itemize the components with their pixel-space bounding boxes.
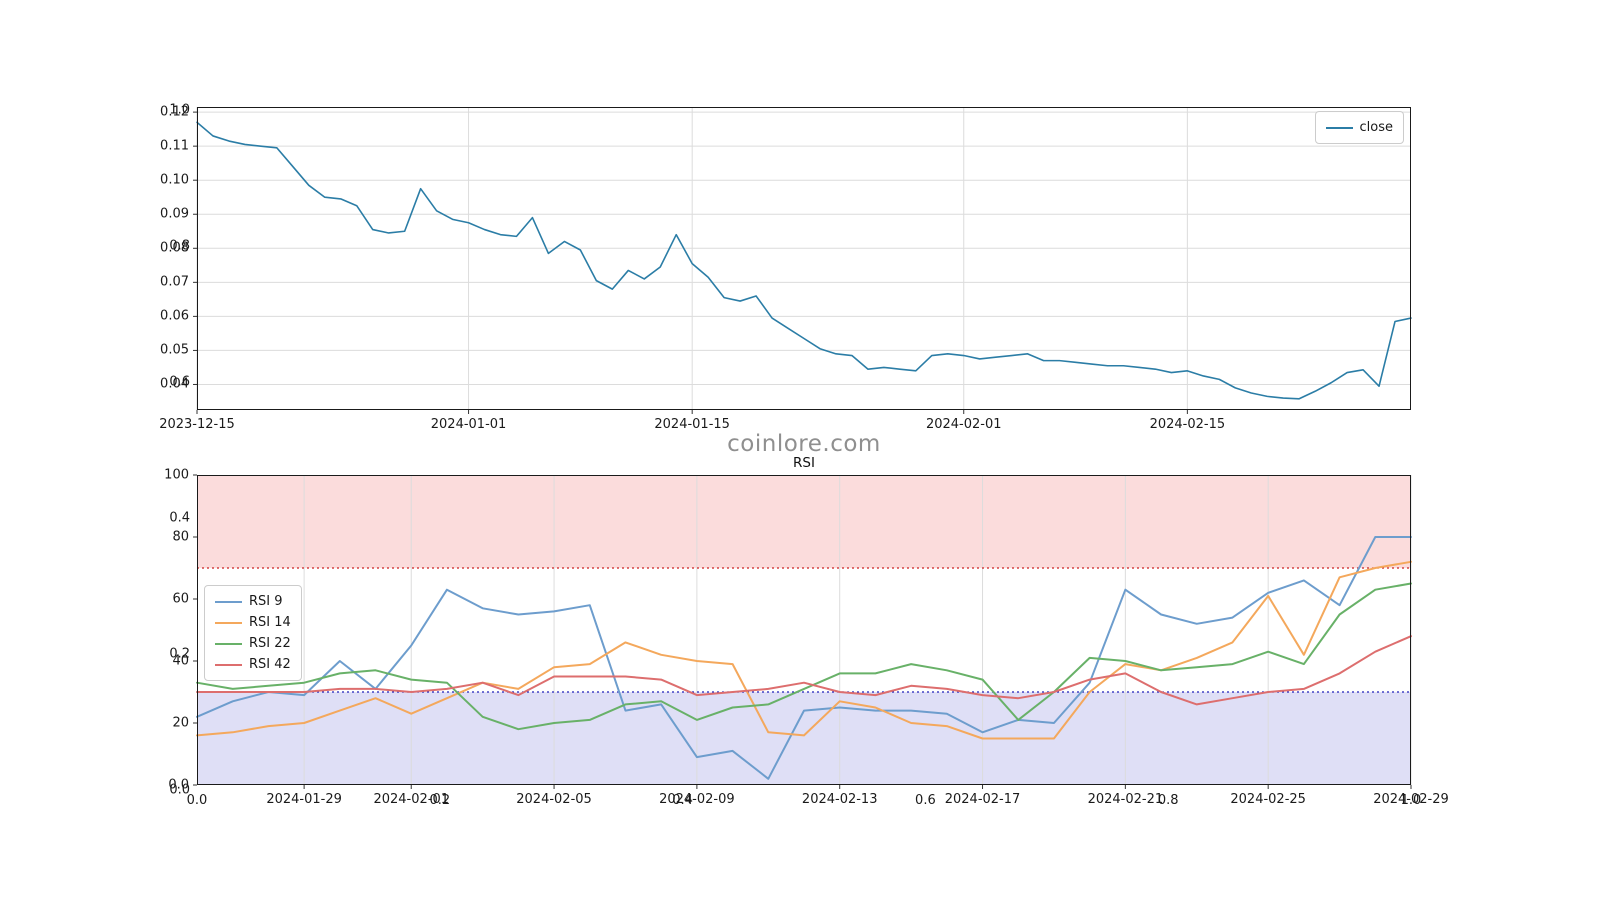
price-chart-plot — [193, 107, 1412, 414]
rsi-chart-plot — [193, 474, 1412, 789]
y-tick-label: 60 — [172, 591, 189, 607]
y-tick-label: 0.05 — [160, 342, 189, 358]
figure-fraction-y-label: 0.6 — [169, 374, 190, 390]
rsi-22-line-swatch — [215, 642, 242, 645]
rsi-22-line — [196, 582, 1412, 731]
x-tick-label: 2024-02-05 — [516, 792, 592, 807]
y-tick-label: 80 — [172, 529, 189, 545]
y-tick-label: 100 — [164, 467, 189, 483]
y-tick-label: 0.06 — [160, 308, 189, 324]
x-tick-label: 2024-02-01 — [925, 417, 1002, 432]
rsi-14-line — [196, 560, 1412, 740]
price-legend: close — [1314, 111, 1404, 144]
rsi-legend: RSI 9 RSI 14 RSI 22 RSI 42 — [204, 585, 302, 681]
figure-fraction-x-label: 0.2 — [429, 793, 451, 808]
rsi-9-line-swatch — [215, 600, 242, 603]
figure-fraction-y-label: 0.4 — [169, 510, 190, 526]
figure-fraction-x-label: 0.0 — [186, 793, 208, 808]
x-tick-label: 2024-02-01 — [373, 792, 450, 807]
y-tick-label: 0.07 — [160, 274, 189, 290]
y-tick-label: 20 — [172, 715, 189, 731]
rsi-42-legend-label: RSI 42 — [249, 657, 291, 672]
rsi-22-legend-label: RSI 22 — [249, 636, 291, 651]
y-tick-label: 0.04 — [160, 376, 189, 392]
x-tick-label: 2024-02-15 — [1149, 417, 1226, 432]
x-tick-label: 2023-12-15 — [159, 417, 235, 432]
y-tick-label: 0.10 — [160, 172, 189, 188]
figure-fraction-x-label: 1.0 — [1400, 793, 1422, 808]
x-tick-label: 2024-02-21 — [1087, 792, 1164, 807]
legend-entry-close: close — [1325, 117, 1393, 138]
x-tick-label: 2024-01-29 — [266, 792, 342, 807]
x-tick-label: 2024-02-13 — [801, 792, 878, 807]
close-line — [196, 121, 1412, 400]
figure-fraction-y-label: 1.0 — [169, 102, 190, 118]
watermark: coinlore.com — [727, 431, 881, 457]
close-legend-label: close — [1359, 120, 1393, 135]
x-tick-label: 2024-02-17 — [944, 792, 1021, 807]
figure-fraction-x-label: 0.4 — [672, 793, 693, 808]
legend-entry-rsi-22: RSI 22 — [215, 633, 291, 654]
y-tick-label: 0.11 — [160, 138, 189, 154]
x-tick-label: 2024-02-25 — [1230, 792, 1306, 807]
rsi-9-legend-label: RSI 9 — [249, 594, 283, 609]
rsi-42-line — [196, 635, 1412, 706]
figure-fraction-x-label: 0.8 — [1157, 793, 1179, 808]
y-tick-label: 0.08 — [160, 240, 189, 256]
figure-fraction-y-label: 0.0 — [169, 782, 190, 798]
x-tick-label: 2024-01-01 — [430, 417, 507, 432]
legend-entry-rsi-14: RSI 14 — [215, 612, 291, 633]
x-tick-label: 2024-01-15 — [654, 417, 730, 432]
close-line-swatch — [1325, 126, 1353, 129]
y-tick-label: 0.12 — [160, 104, 189, 120]
y-tick-label: 0.0 — [168, 777, 189, 793]
legend-entry-rsi-42: RSI 42 — [215, 654, 291, 675]
rsi-14-legend-label: RSI 14 — [249, 615, 291, 630]
rsi-chart-title: RSI — [793, 455, 815, 471]
x-tick-label: 2024-02-09 — [659, 792, 735, 807]
figure-fraction-y-label: 0.2 — [169, 646, 190, 662]
figure-fraction-x-label: 0.6 — [915, 793, 936, 808]
y-tick-label: 40 — [172, 653, 189, 669]
legend-entry-rsi-9: RSI 9 — [215, 591, 291, 612]
rsi-42-line-swatch — [215, 663, 242, 666]
x-tick-label: 2024-02-29 — [1373, 792, 1449, 807]
rsi-9-line — [196, 536, 1412, 780]
figure-fraction-y-label: 0.8 — [169, 238, 190, 254]
y-tick-label: 0.09 — [160, 206, 189, 222]
rsi-14-line-swatch — [215, 621, 242, 624]
